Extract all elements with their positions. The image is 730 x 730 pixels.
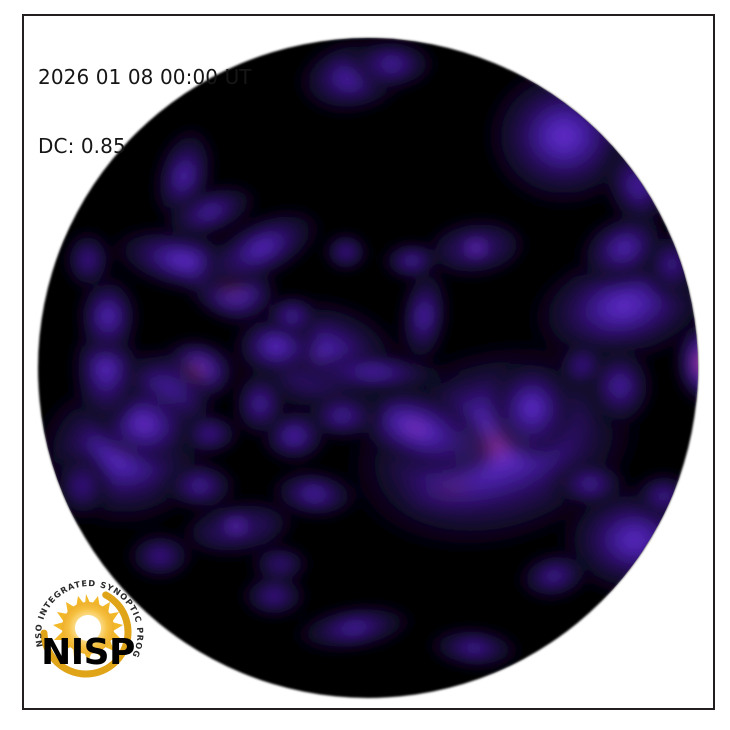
feature-blob-sw-5 (245, 543, 315, 585)
feature-blob-c-6 (175, 411, 245, 457)
duty-cycle-label: DC: 0.85 (38, 134, 126, 158)
feature-blob-c-2 (261, 293, 323, 339)
feature-blob-e-low (582, 340, 658, 432)
logo-acronym-text: NISP (41, 632, 135, 673)
feature-blob-se-1 (548, 459, 632, 509)
feature-blob-sw-4 (122, 529, 198, 583)
feature-blob-w-far (61, 225, 115, 295)
feature-blob-sw-2 (264, 467, 364, 521)
feature-blob-se-3 (512, 548, 596, 604)
feature-blob-nw-wisp2 (155, 180, 265, 244)
logo-sun-inner (75, 615, 101, 641)
nisp-logo-svg: NSO INTEGRATED SYNOPTIC PROGRAM NISP (28, 572, 145, 678)
observation-timestamp: 2026 01 08 00:00 UT (38, 65, 252, 89)
solar-disk-svg (38, 38, 698, 698)
logo-outer-ring (40, 586, 132, 678)
feature-ar-left-limb (673, 317, 698, 409)
feature-blob-w-far2 (51, 448, 113, 524)
feature-blob-s-1 (286, 601, 422, 655)
feature-blob-n-mid-core (451, 232, 501, 264)
feature-blob-ne-faint (641, 226, 698, 302)
disk-group (38, 38, 698, 698)
feature-blob-s-2 (236, 571, 312, 621)
feature-blob-c-1 (321, 231, 371, 273)
feature-blob-sw-core (209, 510, 263, 542)
timestamp-annotation: 2026 01 08 00:00 UT DC: 0.85 (38, 20, 252, 181)
feature-ar-central-spur (486, 354, 578, 462)
solar-disk-image (24, 16, 713, 708)
feature-blob-sw-3 (158, 459, 242, 513)
feature-fil-nw-tail (195, 203, 329, 293)
nisp-logo: NSO INTEGRATED SYNOPTIC PROGRAM NISP (28, 572, 150, 690)
feature-blob-c-5 (229, 366, 291, 442)
feature-blob-s-3 (420, 624, 528, 672)
magnetogram-features (38, 38, 698, 672)
feature-blob-n-top2 (342, 38, 442, 93)
feature-blob-se-2 (629, 469, 698, 523)
feature-blob-n-stem (396, 259, 452, 373)
